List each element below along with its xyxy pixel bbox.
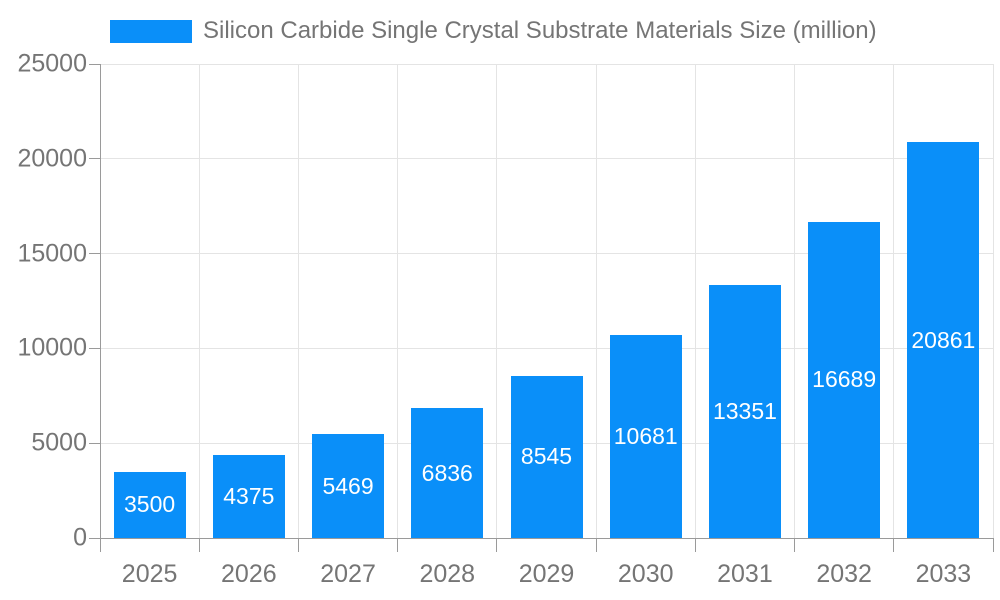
y-axis-line <box>99 64 101 539</box>
x-tick-label: 2033 <box>915 560 972 588</box>
x-tick <box>595 538 597 552</box>
h-gridline <box>100 63 993 65</box>
bar-value-label: 16689 <box>812 366 877 393</box>
x-tick <box>297 538 299 552</box>
x-tick <box>893 538 895 552</box>
x-tick <box>694 538 696 552</box>
y-tick <box>89 442 100 444</box>
h-gridline <box>100 158 993 160</box>
h-gridline <box>100 347 993 349</box>
y-tick <box>89 158 100 160</box>
x-tick-label: 2029 <box>518 560 575 588</box>
legend-swatch <box>110 19 192 43</box>
bar: 13351 <box>708 284 781 538</box>
bar-value-label: 4375 <box>223 483 275 510</box>
v-gridline <box>893 64 895 538</box>
v-gridline <box>397 64 399 538</box>
x-tick-label: 2031 <box>717 560 773 588</box>
x-tick <box>99 538 101 552</box>
y-tick-label: 20000 <box>17 144 87 173</box>
bar: 10681 <box>609 335 682 538</box>
y-tick-label: 25000 <box>17 49 87 78</box>
v-gridline <box>496 64 498 538</box>
y-tick <box>89 253 100 255</box>
y-tick <box>89 347 100 349</box>
x-axis-line <box>89 537 993 539</box>
bar: 20861 <box>907 142 980 538</box>
bar-value-label: 10681 <box>613 423 678 450</box>
x-tick <box>794 538 796 552</box>
v-gridline <box>297 64 299 538</box>
h-gridline <box>100 253 993 255</box>
x-tick-label: 2027 <box>320 560 376 588</box>
x-tick <box>992 538 994 552</box>
x-tick <box>198 538 200 552</box>
y-tick-label: 10000 <box>17 333 87 362</box>
bar-value-label: 13351 <box>712 397 777 424</box>
legend-label: Silicon Carbide Single Crystal Substrate… <box>203 17 877 44</box>
v-gridline <box>992 64 994 538</box>
bar: 5469 <box>312 434 385 538</box>
x-tick-label: 2032 <box>816 560 872 588</box>
y-tick-label: 15000 <box>17 239 87 268</box>
bar: 4375 <box>212 455 285 538</box>
v-gridline <box>794 64 796 538</box>
bar: 3500 <box>113 471 186 538</box>
bar-value-label: 5469 <box>322 472 374 499</box>
bar-value-label: 8545 <box>520 443 573 470</box>
y-tick-label: 0 <box>73 523 87 552</box>
v-gridline <box>595 64 597 538</box>
x-tick-label: 2026 <box>221 560 277 588</box>
y-tick-label: 5000 <box>31 428 87 457</box>
v-gridline <box>198 64 200 538</box>
x-tick-label: 2030 <box>617 560 674 588</box>
bar-value-label: 20861 <box>911 326 976 353</box>
v-gridline <box>694 64 696 538</box>
chart-legend-item[interactable]: Silicon Carbide Single Crystal Substrate… <box>110 17 877 45</box>
x-tick <box>397 538 399 552</box>
x-tick <box>496 538 498 552</box>
x-tick-label: 2025 <box>121 560 178 588</box>
bar-value-label: 3500 <box>124 491 176 518</box>
x-tick-label: 2028 <box>419 560 476 588</box>
bar: 6836 <box>411 408 484 538</box>
bar: 8545 <box>510 375 583 538</box>
bar: 16689 <box>808 221 881 538</box>
y-tick <box>89 63 100 65</box>
bar-value-label: 6836 <box>421 459 473 486</box>
